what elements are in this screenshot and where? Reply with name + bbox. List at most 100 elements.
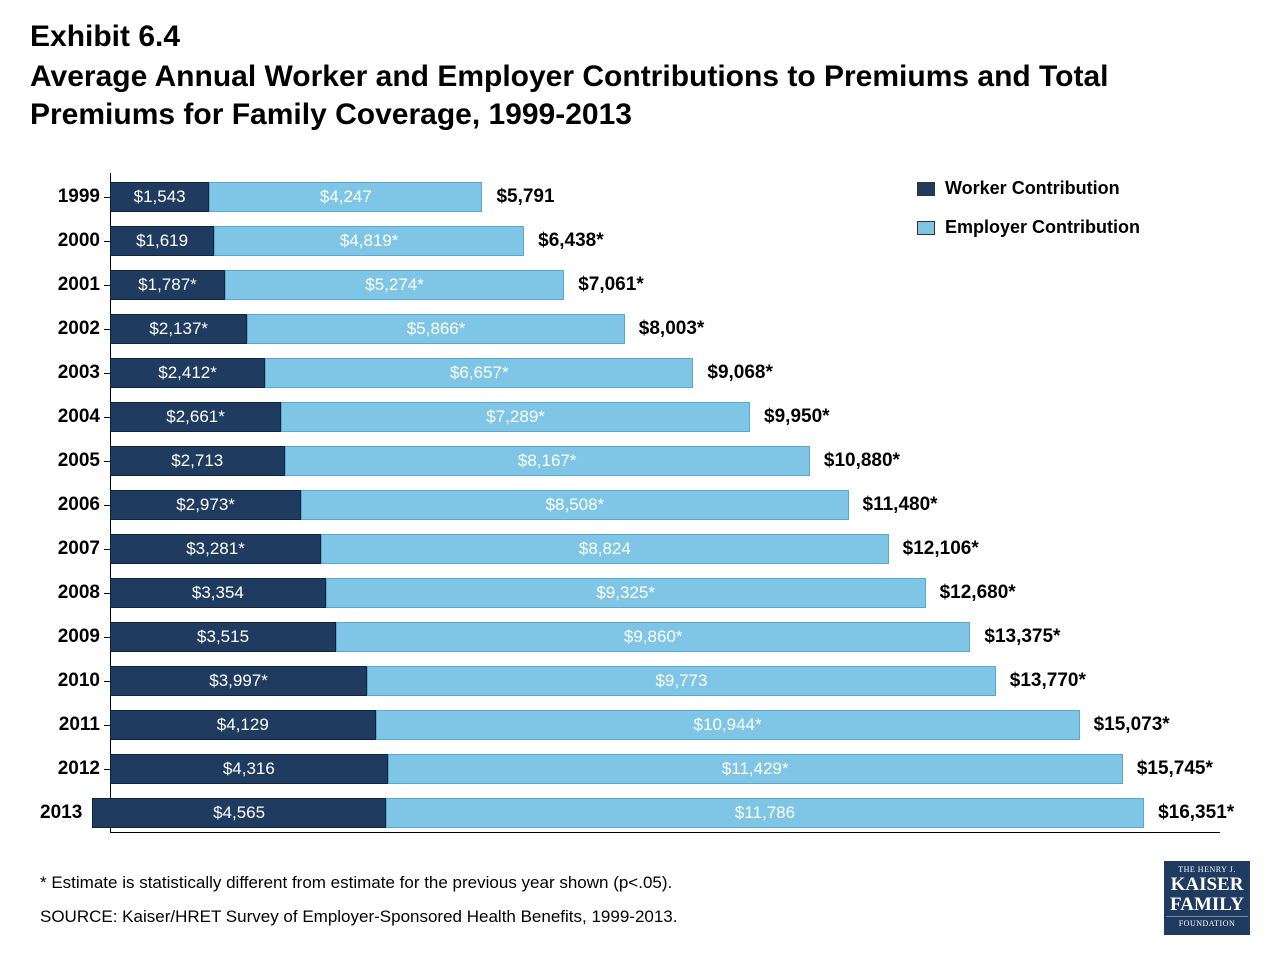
worker-segment: $3,515 [110,622,336,652]
bar-row-2002: 2002 $2,137* $5,866* $8,003* [40,307,1220,351]
year-label: 2010 [40,670,100,692]
bar-row-2004: 2004$2,661*$7,289*$9,950* [40,395,1220,439]
bar-group: $2,713 $8,167* $10,880* [110,446,1220,476]
employer-value-label: $8,824 [579,539,631,559]
year-label: 2001 [40,274,100,296]
chart-area: Worker Contribution Employer Contributio… [40,173,1220,833]
total-label: $15,745* [1137,758,1213,780]
employer-value-label: $5,274* [365,275,424,295]
worker-segment: $2,137* [110,314,247,344]
employer-value-label: $6,657* [450,363,509,383]
total-label: $7,061* [578,274,644,296]
year-label: 2009 [40,626,100,648]
employer-segment: $5,274* [225,270,564,300]
year-label: 2003 [40,362,100,384]
employer-value-label: $7,289* [486,407,545,427]
employer-segment: $4,819* [214,226,524,256]
worker-segment: $4,316 [110,754,388,784]
total-label: $5,791 [496,186,554,208]
year-label: 2002 [40,318,100,340]
year-label: 2004 [40,406,100,428]
total-label: $13,375* [984,626,1060,648]
year-label: 2005 [40,450,100,472]
worker-segment: $2,713 [110,446,285,476]
logo-line3: FOUNDATION [1166,916,1248,928]
employer-segment: $9,325* [326,578,926,608]
logo-line2b: FAMILY [1166,896,1248,914]
total-label: $13,770* [1010,670,1086,692]
worker-segment: $2,412* [110,358,265,388]
total-label: $16,351* [1158,802,1234,824]
worker-value-label: $4,129 [217,715,269,735]
bar-group: $2,661*$7,289*$9,950* [110,402,1220,432]
worker-segment: $4,129 [110,710,376,740]
worker-segment: $2,661* [110,402,281,432]
worker-value-label: $1,619 [136,231,188,251]
employer-segment: $10,944* [376,710,1080,740]
worker-segment: $1,543 [110,182,209,212]
employer-value-label: $8,167* [518,451,577,471]
bar-group: $2,137* $5,866* $8,003* [110,314,1220,344]
worker-segment: $3,997* [110,666,367,696]
bar-group: $4,129 $10,944* $15,073* [110,710,1220,740]
worker-value-label: $3,515 [197,627,249,647]
bar-row-2001: 2001 $1,787* $5,274* $7,061* [40,263,1220,307]
bar-group: $2,412* $6,657* $9,068* [110,358,1220,388]
total-label: $8,003* [639,318,705,340]
bar-row-2007: 2007 $3,281* $8,824 $12,106* [40,527,1220,571]
worker-segment: $2,973* [110,490,301,520]
employer-value-label: $4,247 [320,187,372,207]
worker-value-label: $2,137* [149,319,208,339]
logo-line1: THE HENRY J. [1166,865,1248,874]
bar-row-2010: 2010 $3,997* $9,773 $13,770* [40,659,1220,703]
worker-value-label: $4,316 [223,759,275,779]
employer-value-label: $9,773 [655,671,707,691]
employer-segment: $9,773 [367,666,996,696]
employer-segment: $11,786 [386,798,1144,828]
employer-segment: $9,860* [336,622,970,652]
chart-title: Average Annual Worker and Employer Contr… [30,58,1250,133]
total-label: $10,880* [824,450,900,472]
year-label: 2012 [40,758,100,780]
total-label: $9,068* [707,362,773,384]
worker-segment: $3,281* [110,534,321,564]
bar-group: $2,973*$8,508*$11,480* [110,490,1220,520]
employer-value-label: $10,944* [694,715,762,735]
bar-row-2011: 2011 $4,129 $10,944* $15,073* [40,703,1220,747]
employer-segment: $8,508* [301,490,848,520]
year-label: 2008 [40,582,100,604]
worker-value-label: $3,997* [209,671,268,691]
bar-group: $3,354$9,325*$12,680* [110,578,1220,608]
bar-row-2000: 2000$1,619$4,819*$6,438* [40,219,1220,263]
employer-value-label: $11,786 [735,803,795,823]
employer-value-label: $9,860* [624,627,683,647]
exhibit-number: Exhibit 6.4 [30,20,1250,54]
total-label: $12,106* [903,538,979,560]
kaiser-logo: THE HENRY J. KAISER FAMILY FOUNDATION [1164,861,1250,935]
worker-segment: $1,787* [110,270,225,300]
bar-row-2008: 2008$3,354$9,325*$12,680* [40,571,1220,615]
employer-segment: $5,866* [247,314,624,344]
year-label: 2013 [40,802,82,824]
employer-value-label: $4,819* [340,231,399,251]
logo-line2a: KAISER [1166,876,1248,894]
worker-value-label: $2,713 [171,451,223,471]
worker-value-label: $1,787* [138,275,197,295]
employer-value-label: $11,429* [722,759,789,779]
employer-segment: $7,289* [281,402,750,432]
year-label: 1999 [40,186,100,208]
employer-segment: $11,429* [388,754,1123,784]
year-label: 2011 [40,714,100,736]
worker-value-label: $2,973* [176,495,235,515]
year-label: 2007 [40,538,100,560]
bar-group: $3,281* $8,824 $12,106* [110,534,1220,564]
year-label: 2000 [40,230,100,252]
worker-segment: $3,354 [110,578,326,608]
year-label: 2006 [40,494,100,516]
bar-row-2003: 2003 $2,412* $6,657* $9,068* [40,351,1220,395]
worker-value-label: $3,354 [192,583,244,603]
bar-group: $1,787* $5,274* $7,061* [110,270,1220,300]
worker-value-label: $1,543 [134,187,186,207]
bar-group: $1,543 $4,247 $5,791 [110,182,1220,212]
total-label: $15,073* [1094,714,1170,736]
